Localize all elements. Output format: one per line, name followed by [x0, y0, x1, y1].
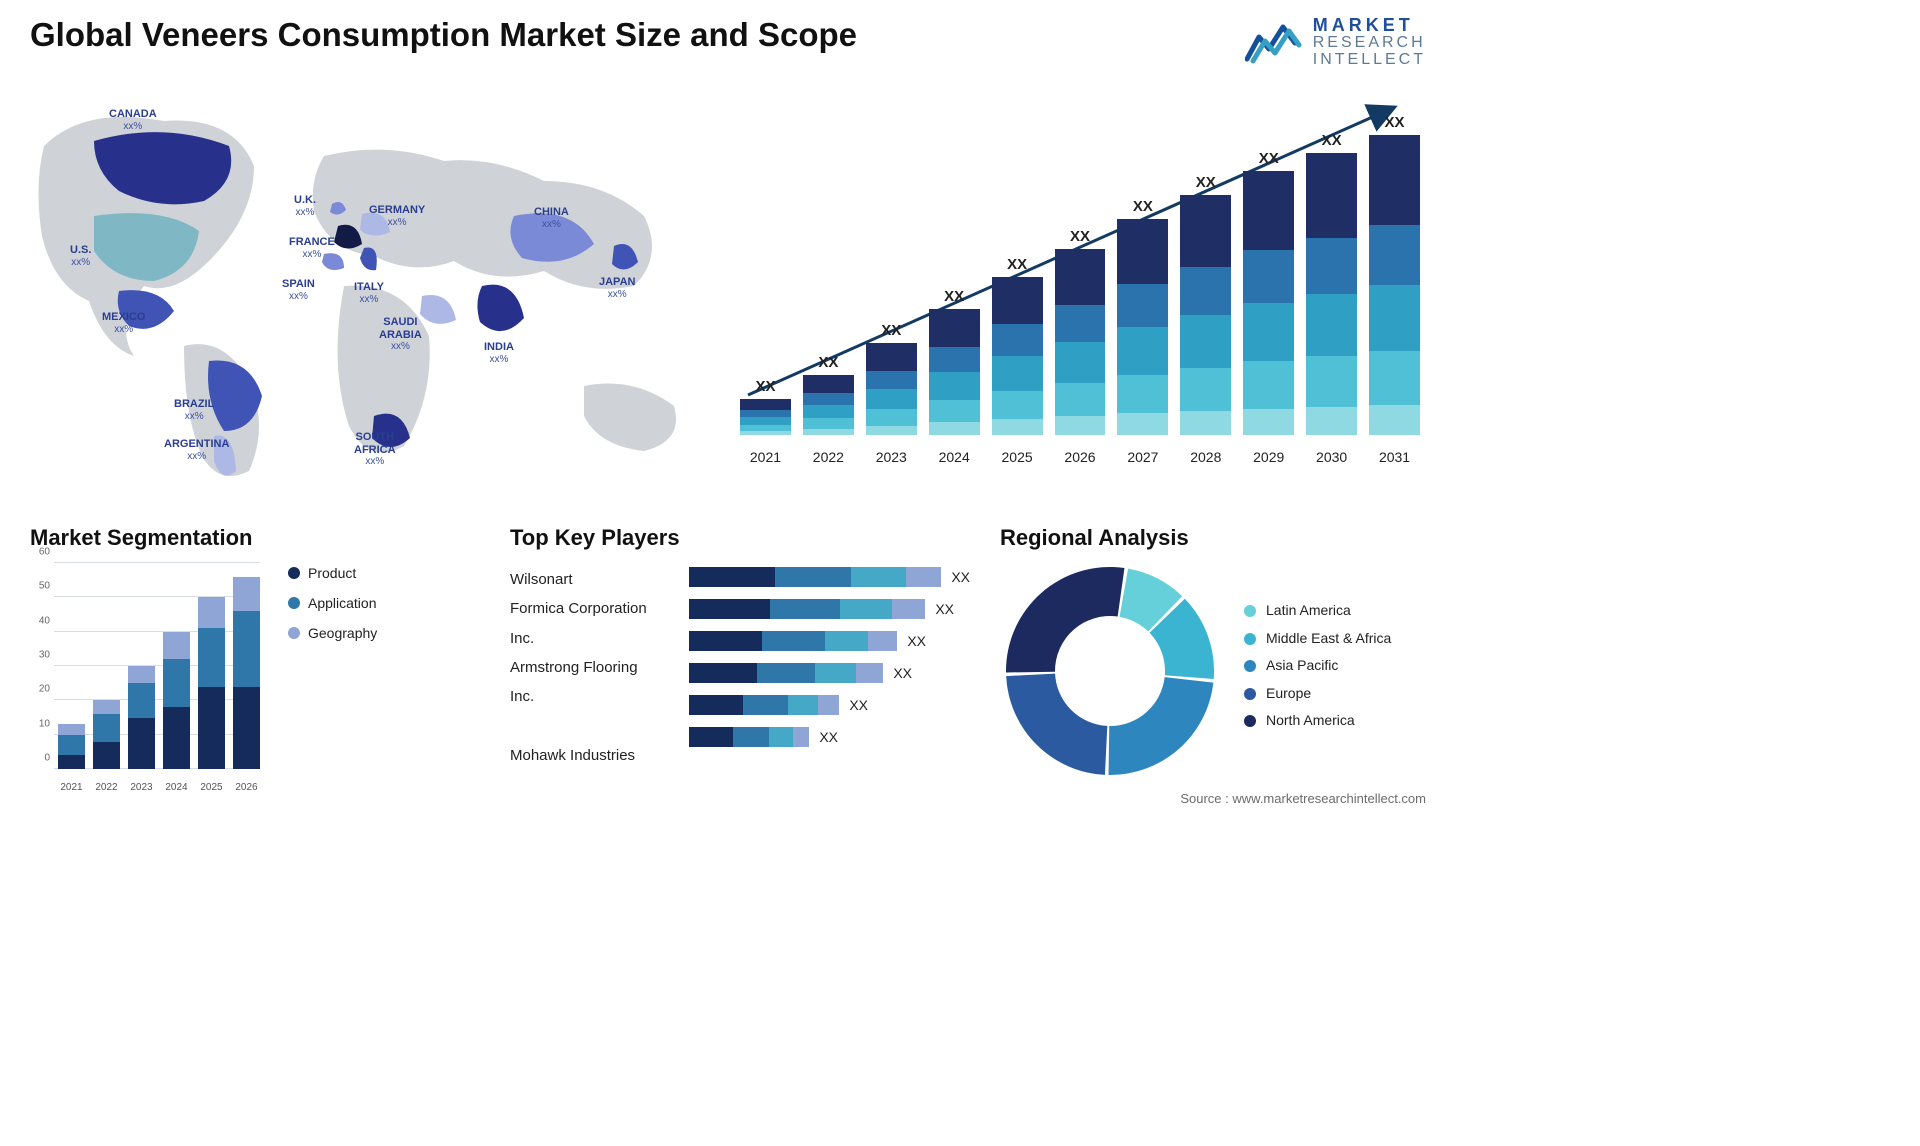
- logo-mark-icon: [1245, 19, 1303, 65]
- market-size-bar: XX: [740, 378, 791, 435]
- player-name: Formica Corporation: [510, 594, 675, 623]
- market-size-bar: XX: [1306, 132, 1357, 435]
- segmentation-bar: [163, 632, 190, 769]
- legend-item: Product: [288, 565, 377, 581]
- page-title: Global Veneers Consumption Market Size a…: [30, 16, 857, 54]
- market-size-bar: XX: [866, 322, 917, 435]
- map-country-label: SPAINxx%: [282, 278, 315, 302]
- market-size-bar: XX: [1055, 228, 1106, 435]
- map-country-label: JAPANxx%: [599, 276, 635, 300]
- segmentation-title: Market Segmentation: [30, 525, 460, 551]
- regional-section: Regional Analysis Latin America Middle Ea…: [1000, 525, 1430, 781]
- segmentation-bar: [198, 597, 225, 769]
- segmentation-bar: [93, 700, 120, 769]
- legend-item: North America: [1244, 712, 1391, 730]
- regional-donut-chart: [1000, 561, 1220, 781]
- legend-item: Middle East & Africa: [1244, 630, 1391, 648]
- segmentation-bar: [58, 724, 85, 769]
- player-bar-row: XX: [689, 567, 970, 587]
- market-size-bar: XX: [929, 288, 980, 435]
- player-bar-row: XX: [689, 663, 970, 683]
- player-name: [510, 711, 675, 740]
- map-country-label: INDIAxx%: [484, 341, 514, 365]
- map-country-label: CHINAxx%: [534, 206, 569, 230]
- legend-item: Europe: [1244, 685, 1391, 703]
- key-players-section: Top Key Players WilsonartFormica Corpora…: [510, 525, 970, 770]
- key-players-bars: XX XX XX XX XX XX: [689, 565, 970, 770]
- segmentation-bar: [128, 666, 155, 769]
- legend-item: Application: [288, 595, 377, 611]
- legend-item: Latin America: [1244, 602, 1391, 620]
- segmentation-bar: [233, 577, 260, 769]
- player-name: Inc.: [510, 682, 675, 711]
- regional-legend: Latin America Middle East & Africa Asia Pa…: [1244, 602, 1391, 740]
- market-size-bar: XX: [1117, 198, 1168, 435]
- player-bar-row: XX: [689, 599, 970, 619]
- map-country-label: ITALYxx%: [354, 281, 384, 305]
- map-country-label: SAUDIARABIAxx%: [379, 316, 422, 353]
- player-name: Mohawk Industries: [510, 741, 675, 770]
- market-size-bar: XX: [1369, 114, 1420, 435]
- world-map: CANADAxx% U.S.xx% MEXICOxx% BRAZILxx% ARGENT…: [24, 86, 714, 491]
- map-country-label: SOUTHAFRICAxx%: [354, 431, 396, 468]
- player-name: Armstrong Flooring: [510, 653, 675, 682]
- map-country-label: U.K.xx%: [294, 194, 316, 218]
- player-name: Wilsonart: [510, 565, 675, 594]
- logo-text-2: RESEARCH: [1313, 35, 1426, 52]
- legend-item: Geography: [288, 625, 377, 641]
- market-size-bar: XX: [1243, 150, 1294, 435]
- brand-logo: MARKET RESEARCH INTELLECT: [1245, 16, 1426, 68]
- map-country-label: CANADAxx%: [109, 108, 157, 132]
- regional-title: Regional Analysis: [1000, 525, 1430, 551]
- logo-text-3: INTELLECT: [1313, 52, 1426, 69]
- map-country-label: FRANCExx%: [289, 236, 335, 260]
- player-bar-row: XX: [689, 727, 970, 747]
- logo-text-1: MARKET: [1313, 16, 1426, 35]
- market-size-bar: XX: [1180, 174, 1231, 435]
- map-country-label: GERMANYxx%: [369, 204, 425, 228]
- map-country-label: BRAZILxx%: [174, 398, 214, 422]
- key-players-title: Top Key Players: [510, 525, 970, 551]
- map-country-label: MEXICOxx%: [102, 311, 145, 335]
- source-label: Source : www.marketresearchintellect.com: [1180, 791, 1426, 806]
- key-players-names: WilsonartFormica CorporationInc.Armstron…: [510, 565, 675, 770]
- player-bar-row: XX: [689, 695, 970, 715]
- segmentation-legend: Product Application Geography: [288, 565, 377, 655]
- map-country-label: ARGENTINAxx%: [164, 438, 229, 462]
- segmentation-chart: 0102030405060 202120222023202420252026: [30, 563, 260, 793]
- player-bar-row: XX: [689, 631, 970, 651]
- market-size-bar: XX: [992, 256, 1043, 435]
- legend-item: Asia Pacific: [1244, 657, 1391, 675]
- market-size-chart: XXXXXXXXXXXXXXXXXXXXXX 20212022202320242…: [740, 95, 1420, 465]
- player-name: Inc.: [510, 624, 675, 653]
- market-size-bar: XX: [803, 354, 854, 435]
- map-country-label: U.S.xx%: [70, 244, 91, 268]
- segmentation-section: Market Segmentation 0102030405060 202120…: [30, 525, 460, 793]
